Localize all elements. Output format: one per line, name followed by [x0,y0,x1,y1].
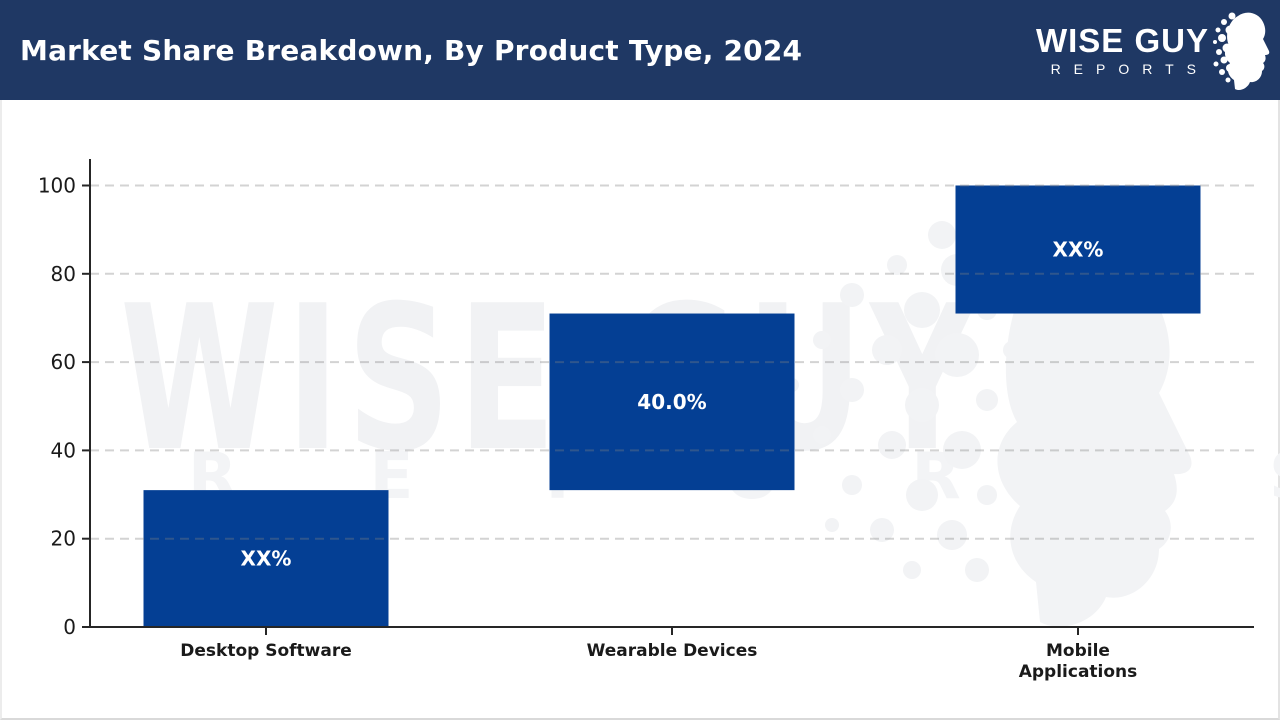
y-axis-tick-label: 20 [51,527,76,551]
watermark-text-primary: WISE GUY [120,263,982,496]
y-axis-tick-label: 80 [51,262,76,286]
x-axis-category-label: Mobile [1046,641,1110,661]
x-axis-category-label: Desktop Software [180,641,352,661]
page-title: Market Share Breakdown, By Product Type,… [20,33,803,67]
brand-logo-text: WISE GUY REPORTS [1036,24,1209,77]
y-axis-tick-label: 0 [63,615,76,639]
market-share-bar-chart: 0 20 40 60 80 100 Desktop Software Wearable Dev… [38,159,1254,682]
watermark-head-profile-icon [785,216,1192,627]
x-axis-category-label: Wearable Devices [587,641,758,661]
brand-logo: WISE GUY REPORTS [1036,8,1272,92]
x-axis-category-label: Applications [1019,662,1138,682]
bar-value-label: 40.0% [637,390,706,414]
bar [549,313,795,491]
bar-value-label: XX% [241,547,292,571]
bar-value-label: XX% [1053,238,1104,262]
brand-subname: REPORTS [1050,60,1209,77]
bar [143,490,389,627]
bar [955,185,1201,314]
header-bar: Market Share Breakdown, By Product Type,… [0,0,1280,100]
y-axis-tick-label: 40 [51,438,76,462]
chart-area: WISE GUY R E P O R T S 020406080100Deskt… [0,100,1280,720]
y-axis-tick-label: 100 [38,173,76,197]
brand-name: WISE GUY [1035,21,1209,59]
head-profile-logo-icon [1213,12,1270,91]
y-axis-tick-label: 60 [51,350,76,374]
